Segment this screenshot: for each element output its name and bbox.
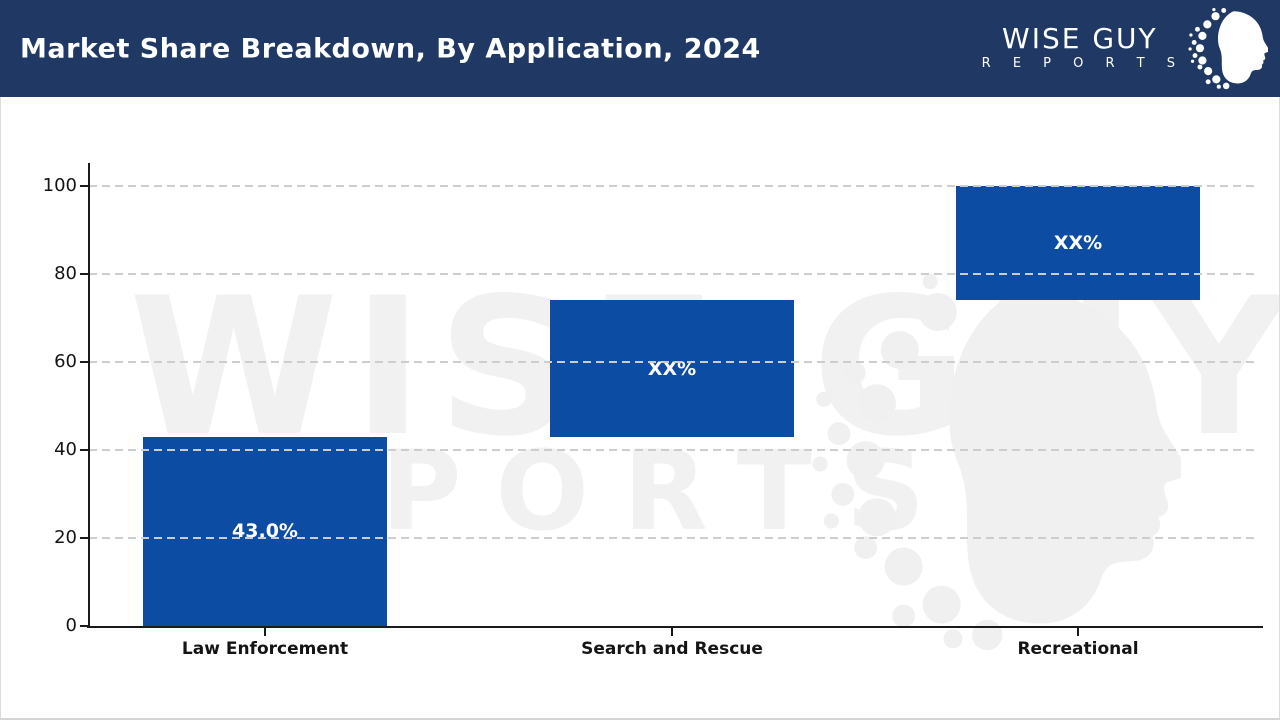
x-tick-mark [264, 628, 266, 636]
y-tick-label: 80 [54, 263, 77, 284]
chart-canvas: WISE GUY REPORTS 43.0% XX% XX% 0 20 40 60 80 100… [0, 97, 1280, 720]
y-tick-label: 20 [54, 527, 77, 548]
y-tick-label: 100 [42, 175, 77, 196]
bar-segment: XX% [550, 300, 794, 437]
gridline [89, 449, 1256, 451]
y-tick-mark [80, 185, 88, 187]
x-category-label: Law Enforcement [181, 639, 349, 659]
bar-value-label: XX% [1053, 232, 1103, 255]
y-tick-mark [80, 273, 88, 275]
gridline [89, 537, 1256, 539]
x-tick-mark [671, 628, 673, 636]
y-tick-mark [80, 625, 88, 627]
x-axis-line [87, 626, 1263, 628]
logo-text: WISE GUY R E P O R T S [976, 22, 1184, 71]
y-tick-label: 0 [65, 615, 77, 636]
logo-wordmark: WISE GUY [1002, 22, 1158, 55]
gridline [89, 273, 1256, 275]
bar-value-label: 43.0% [232, 520, 298, 543]
x-category-label: Recreational [1017, 639, 1139, 659]
dotted-head-icon [1188, 8, 1268, 90]
y-tick-mark [80, 449, 88, 451]
bar-segment: 43.0% [143, 436, 387, 626]
logo-subtext: R E P O R T S [981, 55, 1184, 71]
wise-guy-reports-logo: WISE GUY R E P O R T S [970, 4, 1270, 94]
gridline [89, 185, 1256, 187]
y-axis-line [88, 163, 90, 628]
y-tick-label: 40 [54, 439, 77, 460]
y-tick-mark [80, 361, 88, 363]
header-bar: Market Share Breakdown, By Application, … [0, 0, 1280, 97]
bar-value-label: XX% [647, 357, 697, 380]
x-tick-mark [1077, 628, 1079, 636]
y-tick-label: 60 [54, 351, 77, 372]
bar-segment: XX% [956, 186, 1200, 301]
y-tick-mark [80, 537, 88, 539]
page-title: Market Share Breakdown, By Application, … [20, 33, 761, 64]
x-category-label: Search and Rescue [581, 639, 763, 659]
gridline [89, 361, 1256, 363]
